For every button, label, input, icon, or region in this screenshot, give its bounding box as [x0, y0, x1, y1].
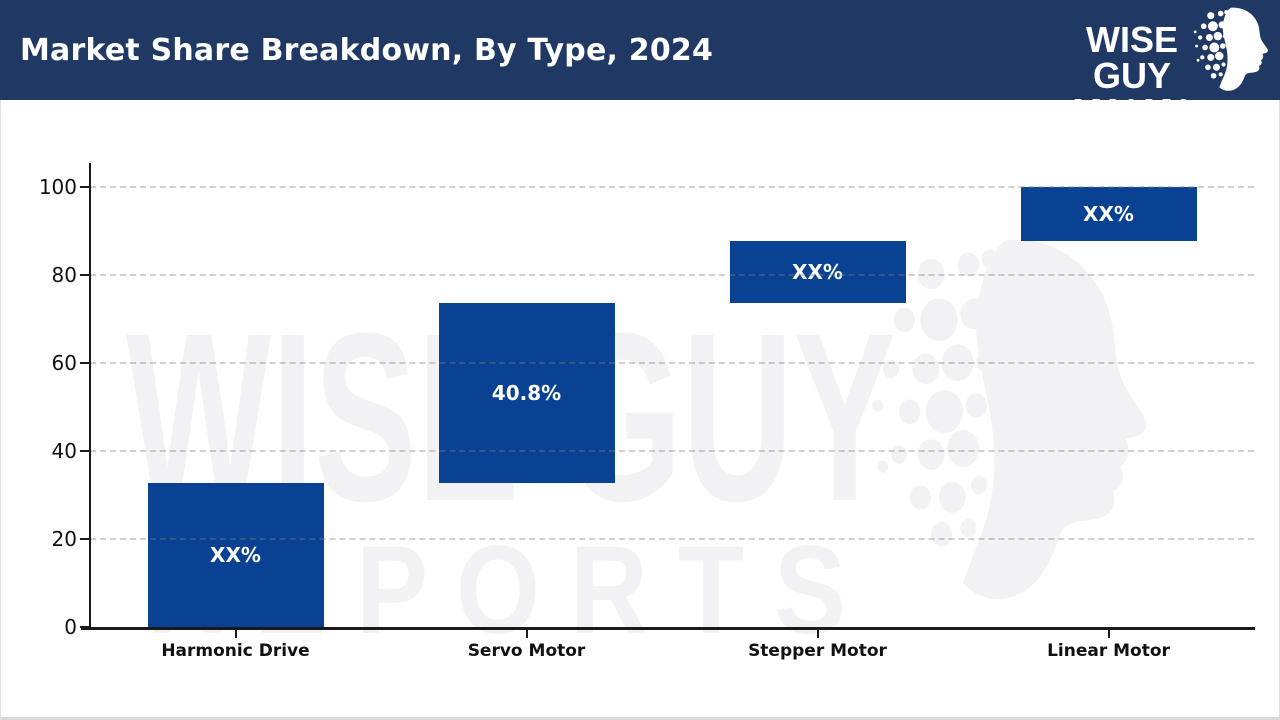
- y-axis-tick: [80, 449, 90, 452]
- y-axis-tick: [80, 185, 90, 188]
- waterfall-bar-harmonic-drive: XX%: [147, 482, 324, 627]
- x-axis-category-label: Stepper Motor: [748, 641, 887, 661]
- y-axis-tick: [80, 361, 90, 364]
- bar-value-label: XX%: [792, 259, 843, 284]
- x-axis-spine: [81, 627, 1255, 630]
- y-axis-tick: [80, 537, 90, 540]
- y-axis-tick-label: 80: [51, 262, 77, 287]
- x-axis-tick: [1107, 630, 1110, 638]
- gridline-y100: [90, 185, 1254, 188]
- x-axis-tick: [816, 630, 819, 638]
- gridline-y40: [90, 449, 1254, 452]
- bar-value-label: XX%: [1083, 201, 1134, 226]
- bar-value-label: XX%: [210, 542, 261, 567]
- y-axis-tick-label: 0: [64, 615, 77, 639]
- y-axis-spine: [89, 163, 91, 630]
- gridline-y80: [90, 273, 1254, 276]
- x-axis-category-label: Linear Motor: [1047, 641, 1170, 661]
- x-axis-category-label: Servo Motor: [467, 641, 586, 661]
- gridline-y60: [90, 361, 1254, 364]
- waterfall-bar-linear-motor: XX%: [1020, 186, 1197, 241]
- logo-head-icon: [1193, 7, 1268, 91]
- gridline-y20: [90, 537, 1254, 540]
- x-axis-category-label: Harmonic Drive: [161, 641, 310, 661]
- x-axis-tick: [525, 630, 528, 638]
- bar-value-label: 40.8%: [491, 381, 562, 406]
- logo-wordmark: WISE GUY: [1085, 19, 1178, 96]
- x-axis-tick: [234, 630, 237, 638]
- y-axis-tick: [80, 273, 90, 276]
- header-band: Market Share Breakdown, By Type, 2024 WI…: [0, 0, 1280, 111]
- chart-title: Market Share Breakdown, By Type, 2024: [20, 32, 714, 68]
- y-axis-tick-label: 40: [51, 438, 77, 463]
- waterfall-bar-servo-motor: 40.8%: [438, 303, 615, 483]
- waterfall-bar-stepper-motor: XX%: [729, 240, 906, 304]
- y-axis-tick-label: 100: [38, 174, 77, 199]
- chart-plot-area: WISE GUY R E P O R T S 0 20 40 60 80 100 XX% Ha…: [0, 100, 1280, 720]
- y-axis-tick-label: 20: [51, 526, 77, 551]
- y-axis-tick-label: 60: [51, 350, 77, 375]
- y-axis-tick: [80, 626, 90, 628]
